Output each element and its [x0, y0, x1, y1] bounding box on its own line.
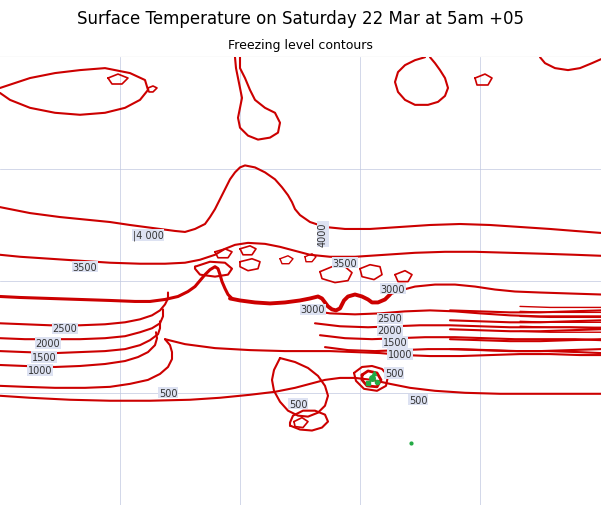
Text: 3500: 3500 — [73, 262, 97, 272]
Text: 1500: 1500 — [383, 337, 407, 347]
Text: 3000: 3000 — [381, 284, 405, 294]
Text: 2500: 2500 — [53, 324, 78, 334]
Text: 3000: 3000 — [300, 305, 325, 315]
Text: 500: 500 — [159, 388, 177, 398]
Text: 3500: 3500 — [333, 258, 358, 268]
Text: Surface Temperature on Saturday 22 Mar at 5am +05: Surface Temperature on Saturday 22 Mar a… — [77, 10, 524, 28]
Text: 4000: 4000 — [318, 222, 328, 246]
Text: |4 000: |4 000 — [133, 230, 163, 241]
Text: 1000: 1000 — [388, 349, 412, 360]
Text: 1000: 1000 — [28, 365, 52, 375]
Text: 1500: 1500 — [32, 352, 56, 362]
Text: 500: 500 — [288, 399, 307, 409]
Text: 500: 500 — [385, 368, 403, 378]
Text: 2000: 2000 — [35, 338, 60, 348]
Text: Freezing level contours: Freezing level contours — [228, 39, 373, 52]
Text: 2500: 2500 — [377, 314, 403, 324]
Text: 500: 500 — [409, 395, 427, 405]
Text: 2000: 2000 — [377, 326, 402, 336]
